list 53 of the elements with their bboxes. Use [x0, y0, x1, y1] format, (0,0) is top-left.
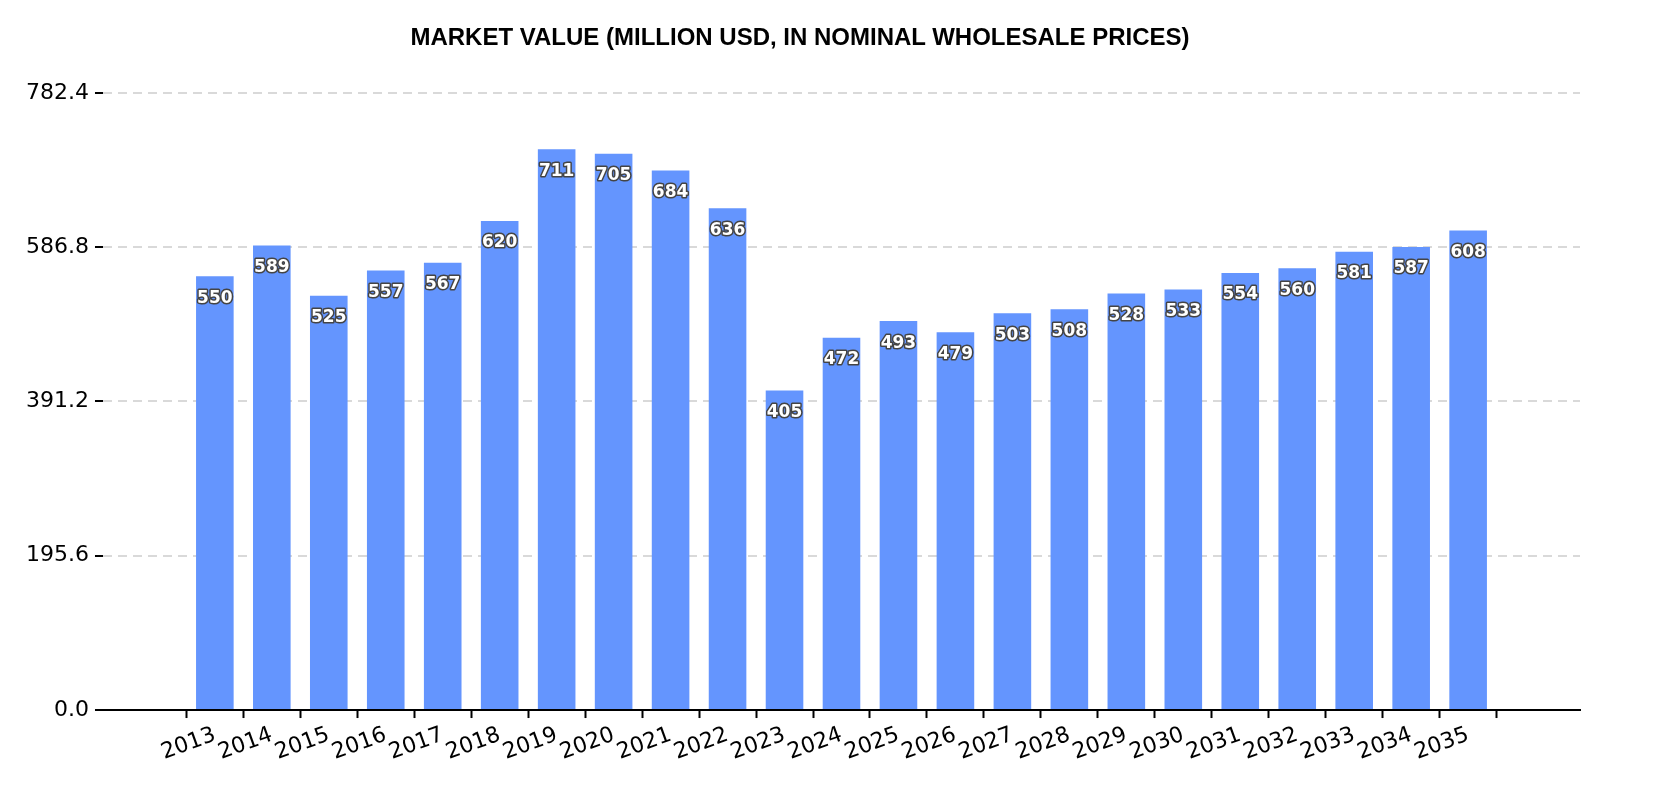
bar — [594, 153, 633, 710]
y-tick-label: 195.6 — [26, 541, 89, 567]
data-label: 711 — [538, 159, 575, 180]
data-label: 589 — [254, 255, 290, 276]
bar — [879, 321, 918, 710]
bar — [1050, 309, 1089, 710]
data-label: 560 — [1279, 278, 1316, 299]
bar — [1107, 293, 1146, 710]
bar — [309, 295, 348, 710]
data-label: 550 — [197, 286, 233, 307]
y-tick-label: 391.2 — [26, 387, 89, 413]
data-label: 684 — [652, 180, 689, 201]
data-label: 533 — [1165, 299, 1202, 320]
y-tick-label: 586.8 — [26, 232, 89, 258]
data-label: 567 — [424, 273, 461, 294]
bar — [708, 208, 747, 710]
x-tick-label: 2013 — [157, 721, 219, 764]
data-label: 508 — [1051, 319, 1088, 340]
bar — [423, 262, 462, 710]
y-tick-label: 0.0 — [53, 695, 89, 721]
bar — [1221, 272, 1260, 710]
bar — [765, 390, 804, 710]
data-label: 587 — [1393, 257, 1429, 278]
data-label: 620 — [481, 231, 518, 252]
bar — [1278, 268, 1317, 710]
y-tick-label: 782.4 — [26, 78, 89, 104]
data-label: 472 — [823, 348, 860, 369]
data-label: 528 — [1108, 303, 1145, 324]
data-label: 557 — [368, 281, 404, 302]
bar — [651, 170, 690, 710]
bar — [1164, 289, 1203, 710]
data-label: 581 — [1336, 262, 1372, 283]
data-label: 608 — [1450, 240, 1486, 261]
bar — [936, 332, 975, 710]
data-label: 525 — [311, 306, 347, 327]
bar — [822, 337, 861, 710]
bar — [1449, 230, 1487, 710]
data-label: 479 — [937, 342, 974, 363]
bar — [537, 149, 576, 710]
data-label: 493 — [880, 331, 917, 352]
data-label: 636 — [709, 218, 746, 239]
chart-title: MARKET VALUE (MILLION USD, IN NOMINAL WHOLESALE PRICES) — [410, 23, 1190, 51]
data-label: 554 — [1222, 283, 1259, 304]
bar — [196, 276, 234, 710]
bar — [253, 245, 291, 710]
bar — [993, 313, 1032, 710]
data-label: 503 — [994, 323, 1031, 344]
bar — [1335, 251, 1373, 710]
data-label: 705 — [595, 164, 632, 185]
bar — [1392, 246, 1430, 710]
data-label: 405 — [766, 400, 803, 421]
bar — [366, 270, 405, 710]
bar — [480, 220, 519, 710]
